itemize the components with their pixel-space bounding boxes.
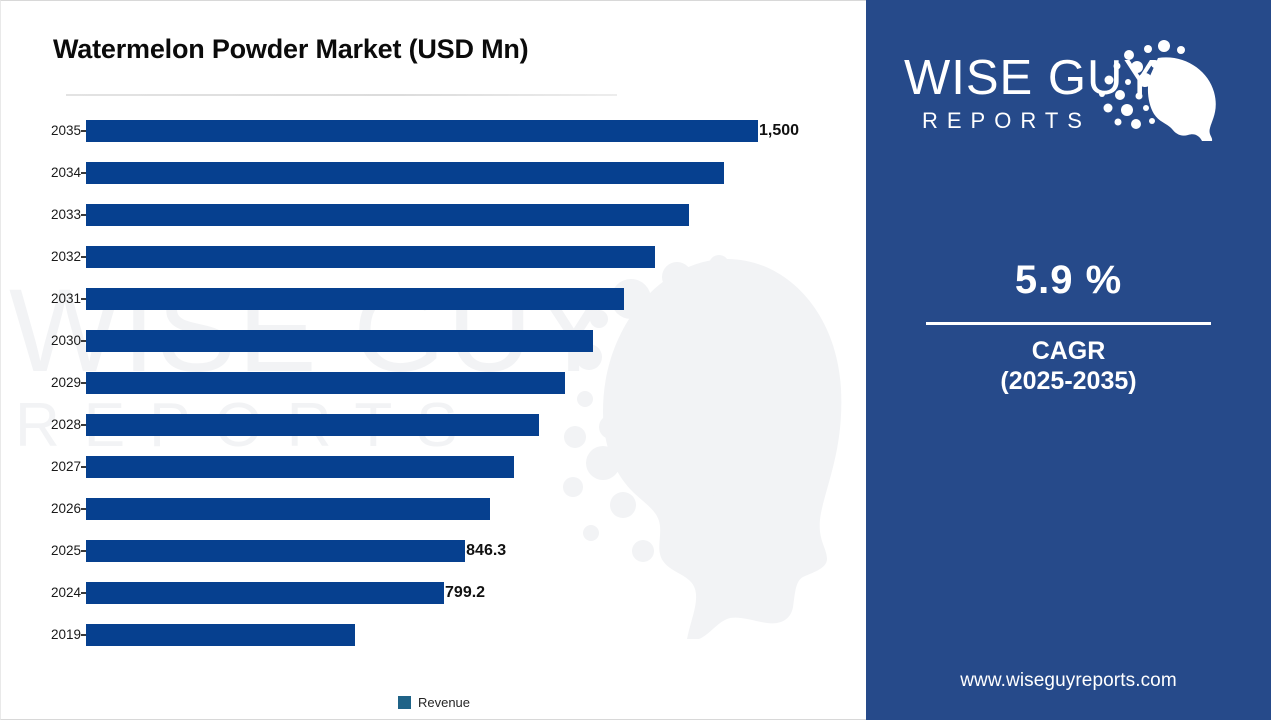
cagr-divider: [926, 322, 1211, 325]
bar-2024[interactable]: [86, 582, 445, 604]
wiseguyreports-logo: WISE GUY REPORTS: [896, 36, 1241, 146]
axis-tick: [81, 214, 86, 216]
bar-row: 2024 799.2: [1, 582, 866, 604]
bar-2025[interactable]: [86, 540, 466, 562]
category-label-2025: 2025: [50, 543, 81, 558]
category-label-2030: 2030: [50, 333, 81, 348]
bar-row: 2030: [1, 330, 866, 352]
bar-value-2025: 846.3: [466, 542, 507, 559]
category-label-2035: 2035: [50, 123, 81, 138]
bar-row: 2035 1,500: [1, 120, 866, 142]
category-label-2031: 2031: [50, 291, 81, 306]
category-label-2019: 2019: [50, 627, 81, 642]
axis-tick: [81, 298, 86, 300]
logo-mark-icon: WISE GUY REPORTS: [904, 40, 1216, 141]
plot-area: 2035 1,500 2034 2033 2032 2031 2030 2029 2028 202…: [1, 1, 866, 691]
bar-2033[interactable]: [86, 204, 689, 226]
bar-2030[interactable]: [86, 330, 594, 352]
chart-legend: Revenue: [1, 695, 866, 710]
bar-2019[interactable]: [86, 624, 356, 646]
axis-tick: [81, 466, 86, 468]
svg-text:REPORTS: REPORTS: [922, 108, 1091, 133]
category-label-2028: 2028: [50, 417, 81, 432]
bar-row: 2031: [1, 288, 866, 310]
axis-tick: [81, 508, 86, 510]
axis-tick: [81, 550, 86, 552]
category-label-2026: 2026: [50, 501, 81, 516]
axis-tick: [81, 172, 86, 174]
bar-row: 2026: [1, 498, 866, 520]
bar-2029[interactable]: [86, 372, 565, 394]
axis-tick: [81, 424, 86, 426]
bar-row: 2027: [1, 456, 866, 478]
category-label-2029: 2029: [50, 375, 81, 390]
bar-value-2035: 1,500: [759, 122, 800, 139]
category-label-2024: 2024: [50, 585, 81, 600]
axis-tick: [81, 340, 86, 342]
legend-swatch-revenue: [397, 696, 411, 709]
cagr-label-line1: CAGR: [1031, 337, 1106, 365]
bar-row: 2028: [1, 414, 866, 436]
bar-2028[interactable]: [86, 414, 539, 436]
bar-row: 2032: [1, 246, 866, 268]
cagr-label-line2: (2025-2035): [1000, 366, 1137, 395]
bar-2034[interactable]: [86, 162, 725, 184]
axis-tick: [81, 256, 86, 258]
axis-tick: [81, 634, 86, 636]
bar-2026[interactable]: [86, 498, 490, 520]
cagr-block: 5.9 % CAGR (2025-2035): [866, 258, 1271, 396]
category-label-2027: 2027: [50, 459, 81, 474]
cagr-value: 5.9 %: [1014, 258, 1123, 302]
chart-panel: WISE GUY REPORTS: [0, 0, 866, 720]
category-label-2032: 2032: [50, 249, 81, 264]
axis-tick: [81, 382, 86, 384]
category-label-2034: 2034: [50, 165, 81, 180]
bar-value-2024: 799.2: [445, 584, 486, 601]
bar-row: 2033: [1, 204, 866, 226]
brand-sidebar: WISE GUY REPORTS: [866, 0, 1271, 720]
axis-tick: [81, 592, 86, 594]
legend-label-revenue: Revenue: [417, 695, 471, 710]
bar-2027[interactable]: [86, 456, 514, 478]
title-divider: [66, 94, 617, 96]
bar-2032[interactable]: [86, 246, 656, 268]
website-url: www.wiseguyreports.com: [960, 670, 1177, 691]
chart-title: Watermelon Powder Market (USD Mn): [53, 34, 529, 64]
bar-row: 2019: [1, 624, 866, 646]
svg-text:WISE GUY: WISE GUY: [904, 51, 1157, 105]
bar-row: 2029: [1, 372, 866, 394]
bar-row: 2025 846.3: [1, 540, 866, 562]
bar-row: 2034: [1, 162, 866, 184]
bar-2031[interactable]: [86, 288, 624, 310]
bar-2035[interactable]: [86, 120, 758, 142]
category-label-2033: 2033: [50, 207, 81, 222]
axis-tick: [81, 130, 86, 132]
